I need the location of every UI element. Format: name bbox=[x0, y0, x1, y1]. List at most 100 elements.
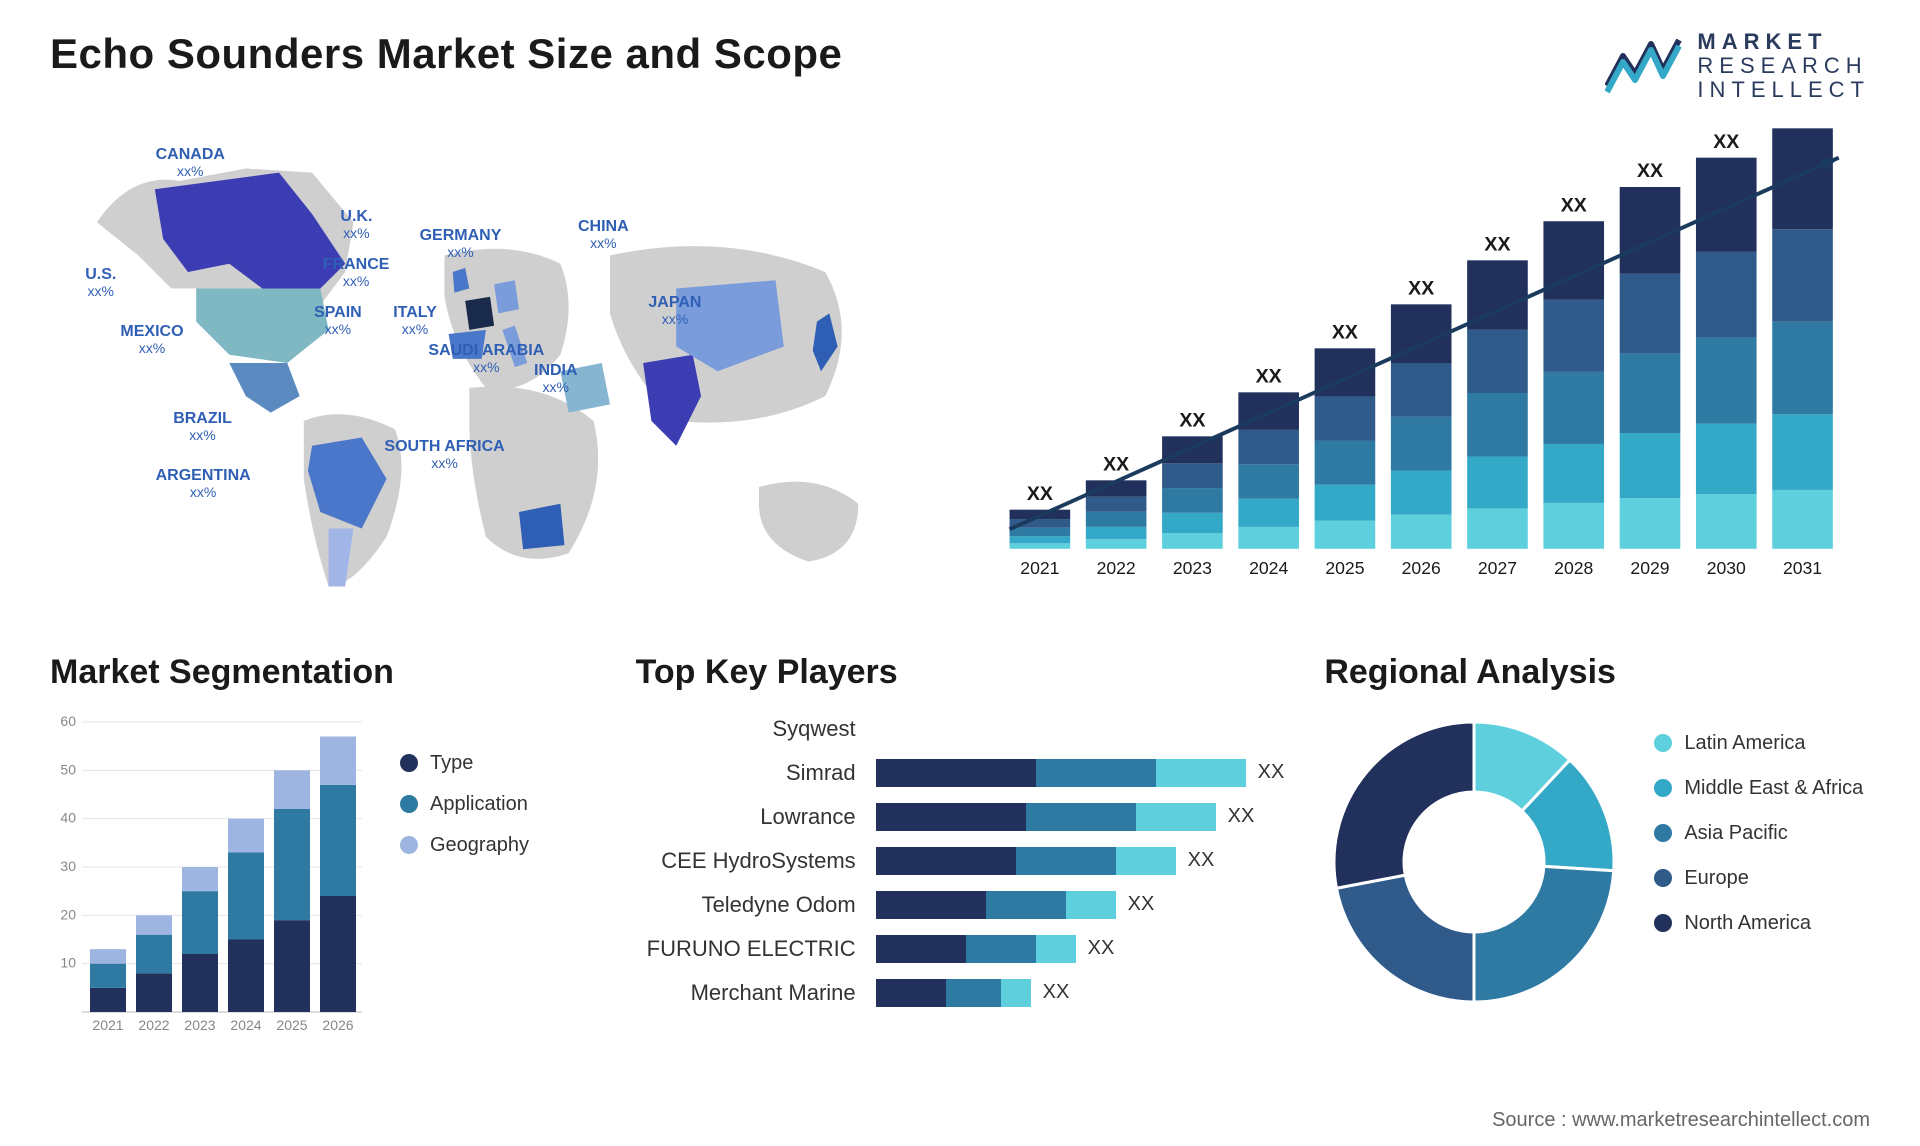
growth-bar-label: XX bbox=[1637, 160, 1663, 182]
brand-logo: MARKET RESEARCH INTELLECT bbox=[1605, 30, 1870, 103]
svg-text:2023: 2023 bbox=[184, 1017, 215, 1033]
legend-swatch bbox=[400, 836, 418, 854]
player-bar-seg bbox=[876, 759, 1036, 787]
growth-bar-seg bbox=[1162, 533, 1223, 549]
seg-bar-seg bbox=[274, 920, 310, 1012]
player-bar-seg bbox=[1116, 847, 1176, 875]
logo-icon bbox=[1605, 36, 1685, 96]
map-country bbox=[229, 363, 299, 413]
logo-line-3: INTELLECT bbox=[1697, 78, 1870, 102]
regional-panel: Regional Analysis Latin America Middle Ea… bbox=[1324, 653, 1870, 1103]
player-name: CEE HydroSystems bbox=[636, 844, 856, 878]
legend-label: North America bbox=[1684, 912, 1811, 935]
seg-bar-seg bbox=[320, 736, 356, 784]
growth-bar-seg bbox=[1467, 393, 1528, 456]
legend-swatch bbox=[1654, 779, 1672, 797]
legend-label: Type bbox=[430, 752, 473, 775]
player-value: XX bbox=[1188, 849, 1215, 872]
growth-year-label: 2023 bbox=[1173, 558, 1212, 578]
player-row: XX bbox=[876, 756, 1285, 790]
segmentation-legend: TypeApplicationGeography bbox=[400, 752, 529, 1042]
svg-text:2026: 2026 bbox=[322, 1017, 353, 1033]
svg-text:10: 10 bbox=[60, 954, 76, 970]
growth-bar-seg bbox=[1620, 498, 1681, 549]
map-country bbox=[643, 354, 701, 445]
player-name: Simrad bbox=[636, 756, 856, 790]
legend-label: Asia Pacific bbox=[1684, 822, 1787, 845]
player-name: Lowrance bbox=[636, 800, 856, 834]
map-label: ITALYxx% bbox=[393, 305, 437, 338]
regional-title: Regional Analysis bbox=[1324, 653, 1870, 692]
growth-bar-seg bbox=[1696, 157, 1757, 251]
growth-bar-label: XX bbox=[1027, 482, 1053, 504]
player-bar-seg bbox=[876, 891, 986, 919]
svg-text:2025: 2025 bbox=[276, 1017, 307, 1033]
player-bar-seg bbox=[876, 803, 1026, 831]
growth-bar-seg bbox=[1315, 520, 1376, 548]
players-labels: SyqwestSimradLowranceCEE HydroSystemsTel… bbox=[636, 712, 856, 1010]
legend-swatch bbox=[1654, 914, 1672, 932]
player-bar-seg bbox=[1016, 847, 1116, 875]
growth-bar-label: XX bbox=[1408, 277, 1434, 299]
growth-bar-label: XX bbox=[1332, 321, 1358, 343]
legend-swatch bbox=[400, 754, 418, 772]
player-value: XX bbox=[1228, 805, 1255, 828]
map-country bbox=[196, 288, 328, 362]
map-label: U.S.xx% bbox=[85, 267, 116, 300]
legend-item: North America bbox=[1654, 912, 1863, 935]
player-bar-seg bbox=[966, 935, 1036, 963]
bottom-row: Market Segmentation 10203040506020212022… bbox=[50, 653, 1870, 1103]
growth-bar-seg bbox=[1391, 470, 1452, 514]
growth-bar-seg bbox=[1620, 433, 1681, 498]
player-bar-seg bbox=[1136, 803, 1216, 831]
growth-bar-seg bbox=[1162, 488, 1223, 513]
player-name: Merchant Marine bbox=[636, 976, 856, 1010]
legend-item: Europe bbox=[1654, 867, 1863, 890]
player-name: FURUNO ELECTRIC bbox=[636, 932, 856, 966]
growth-bar-label: XX bbox=[1179, 409, 1205, 431]
player-bar-seg bbox=[1026, 803, 1136, 831]
regional-donut bbox=[1324, 712, 1624, 1012]
growth-year-label: 2028 bbox=[1554, 558, 1593, 578]
player-bar-seg bbox=[1156, 759, 1246, 787]
svg-text:2021: 2021 bbox=[92, 1017, 123, 1033]
growth-bar-label: XX bbox=[1256, 365, 1282, 387]
growth-bar-seg bbox=[1315, 440, 1376, 484]
growth-bar-label: XX bbox=[1713, 130, 1739, 152]
growth-bar-label: XX bbox=[1561, 194, 1587, 216]
growth-bar-seg bbox=[1467, 508, 1528, 548]
player-bar-seg bbox=[876, 979, 946, 1007]
growth-year-label: 2025 bbox=[1325, 558, 1364, 578]
logo-line-1: MARKET bbox=[1697, 30, 1870, 54]
growth-bar-seg bbox=[1543, 444, 1604, 503]
growth-year-label: 2021 bbox=[1020, 558, 1059, 578]
legend-label: Europe bbox=[1684, 867, 1749, 890]
growth-bar-seg bbox=[1620, 187, 1681, 274]
player-row: XX bbox=[876, 844, 1285, 878]
growth-bar-seg bbox=[1696, 423, 1757, 493]
growth-bar-seg bbox=[1543, 371, 1604, 443]
growth-bar-seg bbox=[1086, 511, 1147, 526]
player-bar-seg bbox=[1036, 759, 1156, 787]
legend-item: Middle East & Africa bbox=[1654, 777, 1863, 800]
map-label: GERMANYxx% bbox=[420, 228, 502, 261]
svg-text:2024: 2024 bbox=[230, 1017, 261, 1033]
player-bar bbox=[876, 979, 1031, 1007]
legend-swatch bbox=[1654, 824, 1672, 842]
seg-bar-seg bbox=[182, 954, 218, 1012]
growth-year-label: 2027 bbox=[1478, 558, 1517, 578]
growth-bar-label: XX bbox=[1484, 233, 1510, 255]
seg-bar-seg bbox=[90, 963, 126, 987]
growth-bar-seg bbox=[1772, 489, 1833, 548]
map-label: SAUDI ARABIAxx% bbox=[428, 343, 544, 376]
legend-label: Geography bbox=[430, 834, 529, 857]
player-bar-seg bbox=[946, 979, 1001, 1007]
map-label: ARGENTINAxx% bbox=[156, 468, 251, 501]
legend-item: Latin America bbox=[1654, 732, 1863, 755]
seg-bar-seg bbox=[90, 949, 126, 964]
growth-bar-seg bbox=[1467, 329, 1528, 392]
growth-bar-seg bbox=[1696, 337, 1757, 423]
growth-bar-label: XX bbox=[1789, 123, 1815, 124]
map-label: BRAZILxx% bbox=[173, 411, 232, 444]
player-row bbox=[876, 712, 1285, 746]
